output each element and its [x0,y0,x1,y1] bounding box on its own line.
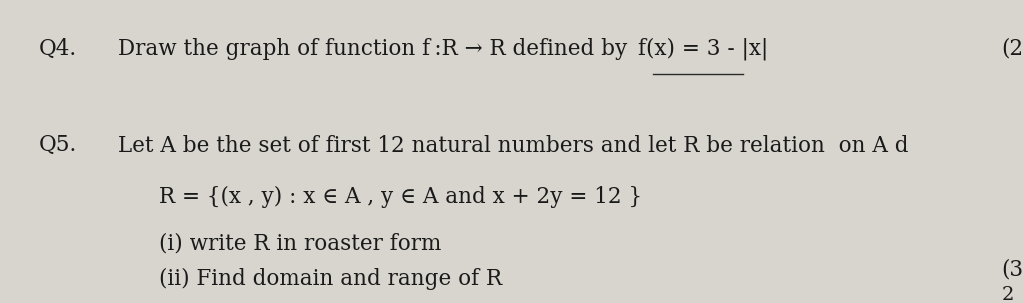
Text: Q5.: Q5. [39,135,77,157]
Text: (3): (3) [1001,259,1024,281]
Text: (i) write R in roaster form: (i) write R in roaster form [159,233,441,255]
Text: Draw the graph of function f :R → R defined by f(x) = 3 - |x|: Draw the graph of function f :R → R defi… [118,38,768,60]
Text: (ii) Find domain and range of R: (ii) Find domain and range of R [159,268,502,290]
Text: (2: (2 [1001,38,1024,60]
Text: Q4.: Q4. [39,38,77,60]
Text: R = {(x , y) : x ∈ A , y ∈ A and x + 2y = 12 }: R = {(x , y) : x ∈ A , y ∈ A and x + 2y … [159,186,642,208]
Text: 2: 2 [1001,286,1014,303]
Text: Let A be the set of first 12 natural numbers and let R be relation  on A d: Let A be the set of first 12 natural num… [118,135,908,157]
